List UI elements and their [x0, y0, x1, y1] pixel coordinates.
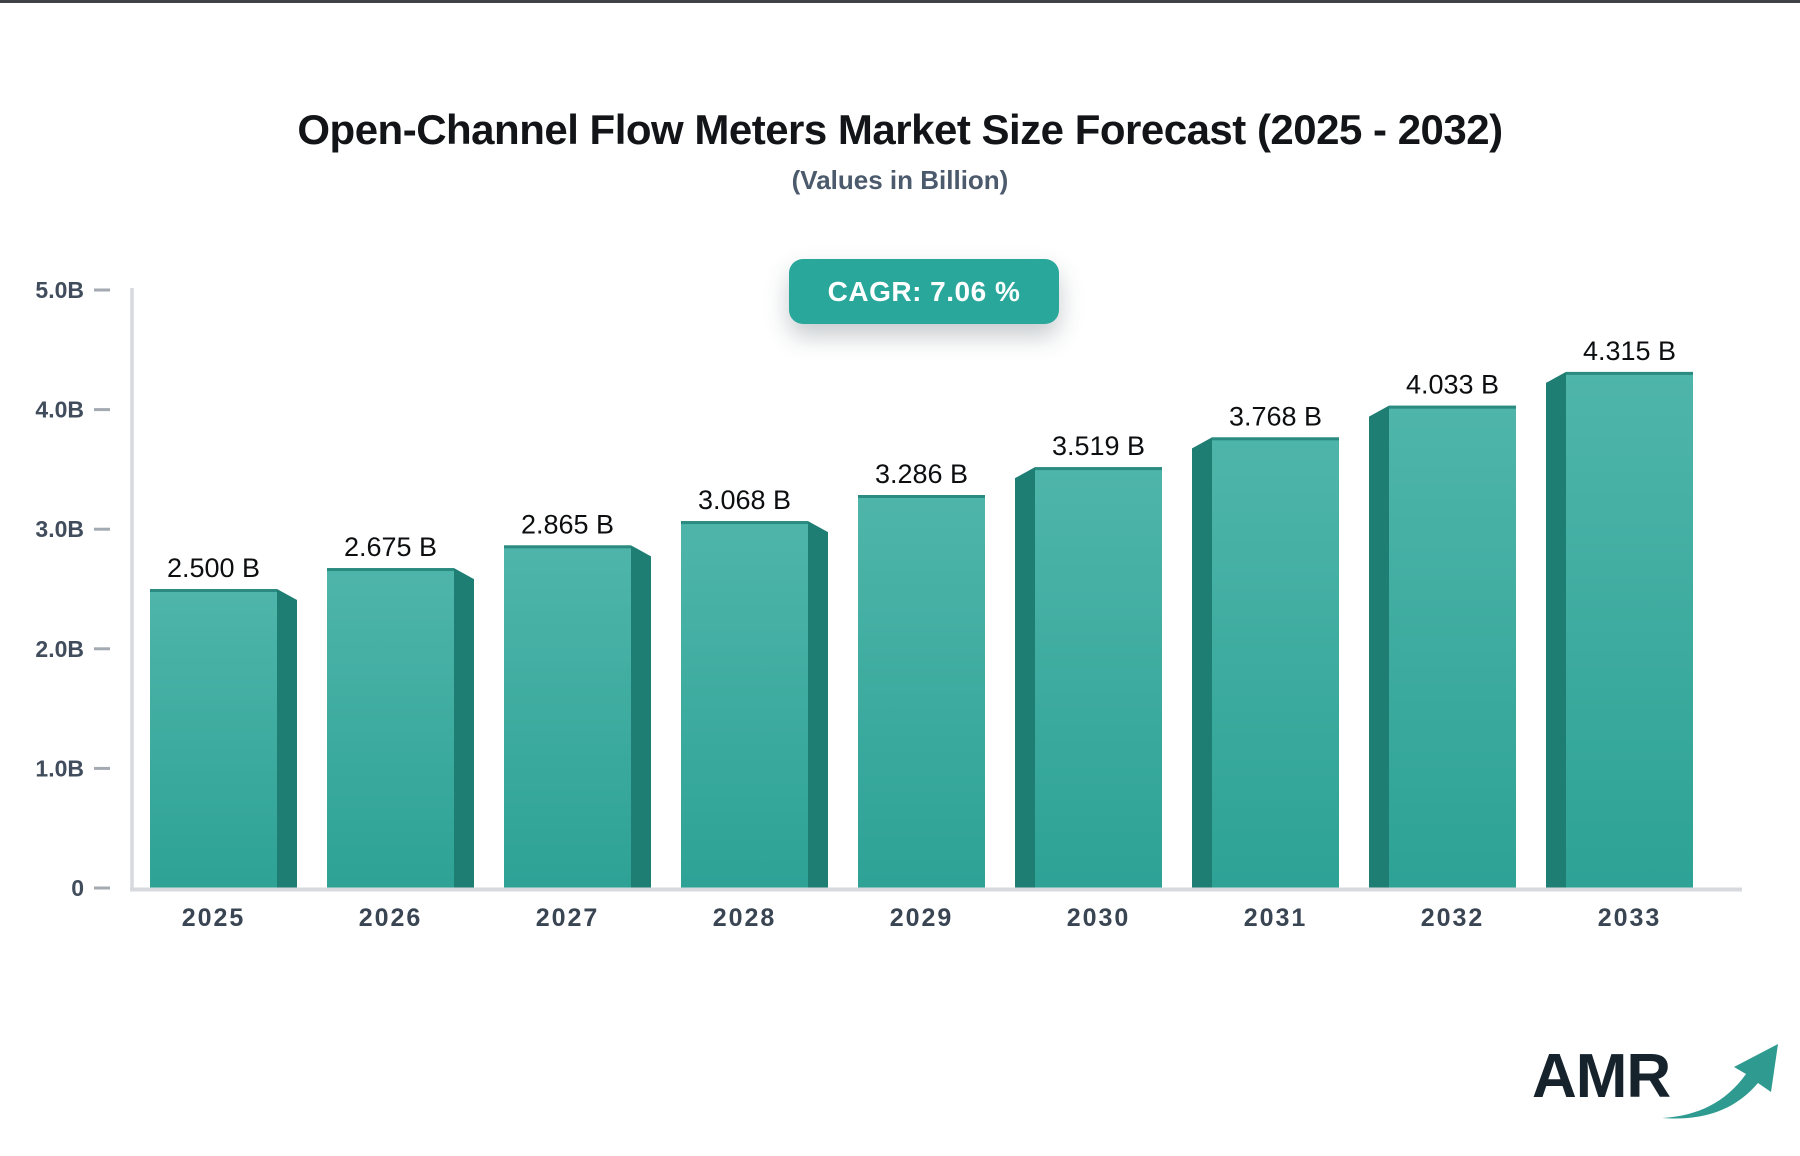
- bar-value-label: 4.033 B: [1406, 370, 1499, 400]
- x-axis-label: 2030: [1067, 904, 1131, 932]
- chart-subtitle: (Values in Billion): [791, 165, 1009, 195]
- bar-value-label: 3.768 B: [1229, 401, 1322, 431]
- bar-2030: 3.519 B 2030: [1015, 431, 1162, 932]
- bar-2029: 3.286 B 2029: [858, 459, 985, 932]
- bar-side-face: [631, 545, 651, 888]
- x-axis-label: 2028: [713, 904, 777, 932]
- bar-side-face: [1369, 405, 1389, 888]
- bar-top-edge: [327, 568, 454, 572]
- bar-front-face: [150, 589, 277, 888]
- bar-value-label: 3.519 B: [1052, 431, 1145, 461]
- growth-arrow-icon: [1662, 1044, 1779, 1119]
- bar-side-face: [1015, 467, 1035, 888]
- bar-value-label: 3.068 B: [698, 485, 791, 515]
- bar-value-label: 2.865 B: [521, 509, 614, 539]
- y-tick-label: 2.0B: [35, 636, 84, 662]
- x-axis-label: 2026: [359, 904, 423, 932]
- bar-side-face: [1546, 371, 1566, 888]
- bar-2025: 2.500 B 2025: [150, 553, 297, 932]
- window-top-border: [0, 0, 1800, 3]
- bar-2033: 4.315 B 2033: [1546, 336, 1693, 932]
- amr-logo-text: AMR: [1532, 1042, 1671, 1111]
- bar-2032: 4.033 B 2032: [1369, 370, 1516, 932]
- bar-2026: 2.675 B 2026: [327, 532, 474, 932]
- cagr-badge-label: CAGR: 7.06 %: [827, 275, 1021, 307]
- x-axis-label: 2031: [1244, 904, 1308, 932]
- bar-front-face: [504, 545, 631, 888]
- x-axis-label: 2029: [890, 904, 954, 932]
- bar-front-face: [1212, 437, 1339, 888]
- bar-side-face: [277, 589, 297, 888]
- x-axis-label: 2027: [536, 904, 600, 932]
- bar-value-label: 4.315 B: [1583, 336, 1676, 366]
- bar-top-edge: [1566, 371, 1693, 375]
- growth-arrow-path: [1662, 1044, 1779, 1119]
- bar-top-edge: [1035, 467, 1162, 471]
- bar-top-edge: [150, 589, 277, 592]
- bar-value-label: 3.286 B: [875, 459, 968, 489]
- bar-front-face: [858, 494, 985, 888]
- bar-top-edge: [858, 494, 985, 498]
- chart-title: Open-Channel Flow Meters Market Size For…: [297, 106, 1503, 153]
- y-tick-label: 4.0B: [35, 397, 84, 423]
- bar-front-face: [1035, 467, 1162, 888]
- bar-top-edge: [504, 545, 631, 549]
- bar-side-face: [808, 521, 828, 888]
- y-tick-label: 5.0B: [35, 277, 84, 303]
- bar-2027: 2.865 B 2027: [504, 509, 651, 932]
- bar-front-face: [327, 568, 454, 888]
- amr-logo: AMR: [1532, 1026, 1790, 1128]
- bar-front-face: [681, 521, 808, 888]
- bar-value-label: 2.675 B: [344, 532, 437, 562]
- bar-2028: 3.068 B 2028: [681, 485, 828, 932]
- x-axis-label: 2033: [1598, 904, 1662, 932]
- x-axis-label: 2032: [1421, 904, 1485, 932]
- cagr-badge: CAGR: 7.06 %: [789, 259, 1059, 324]
- bar-side-face: [1192, 437, 1212, 888]
- x-axis-label: 2025: [182, 904, 246, 932]
- y-tick-label: 1.0B: [35, 755, 84, 781]
- bar-top-edge: [1389, 405, 1516, 409]
- bar-front-face: [1389, 405, 1516, 888]
- y-tick-label: 3.0B: [35, 516, 84, 542]
- bar-front-face: [1566, 371, 1693, 888]
- bar-top-edge: [1212, 437, 1339, 441]
- bar-side-face: [454, 568, 474, 888]
- y-tick-label: 0: [71, 875, 84, 901]
- bar-2031: 3.768 B 2031: [1192, 401, 1339, 932]
- bar-value-label: 2.500 B: [167, 553, 260, 583]
- bar-top-edge: [681, 521, 808, 525]
